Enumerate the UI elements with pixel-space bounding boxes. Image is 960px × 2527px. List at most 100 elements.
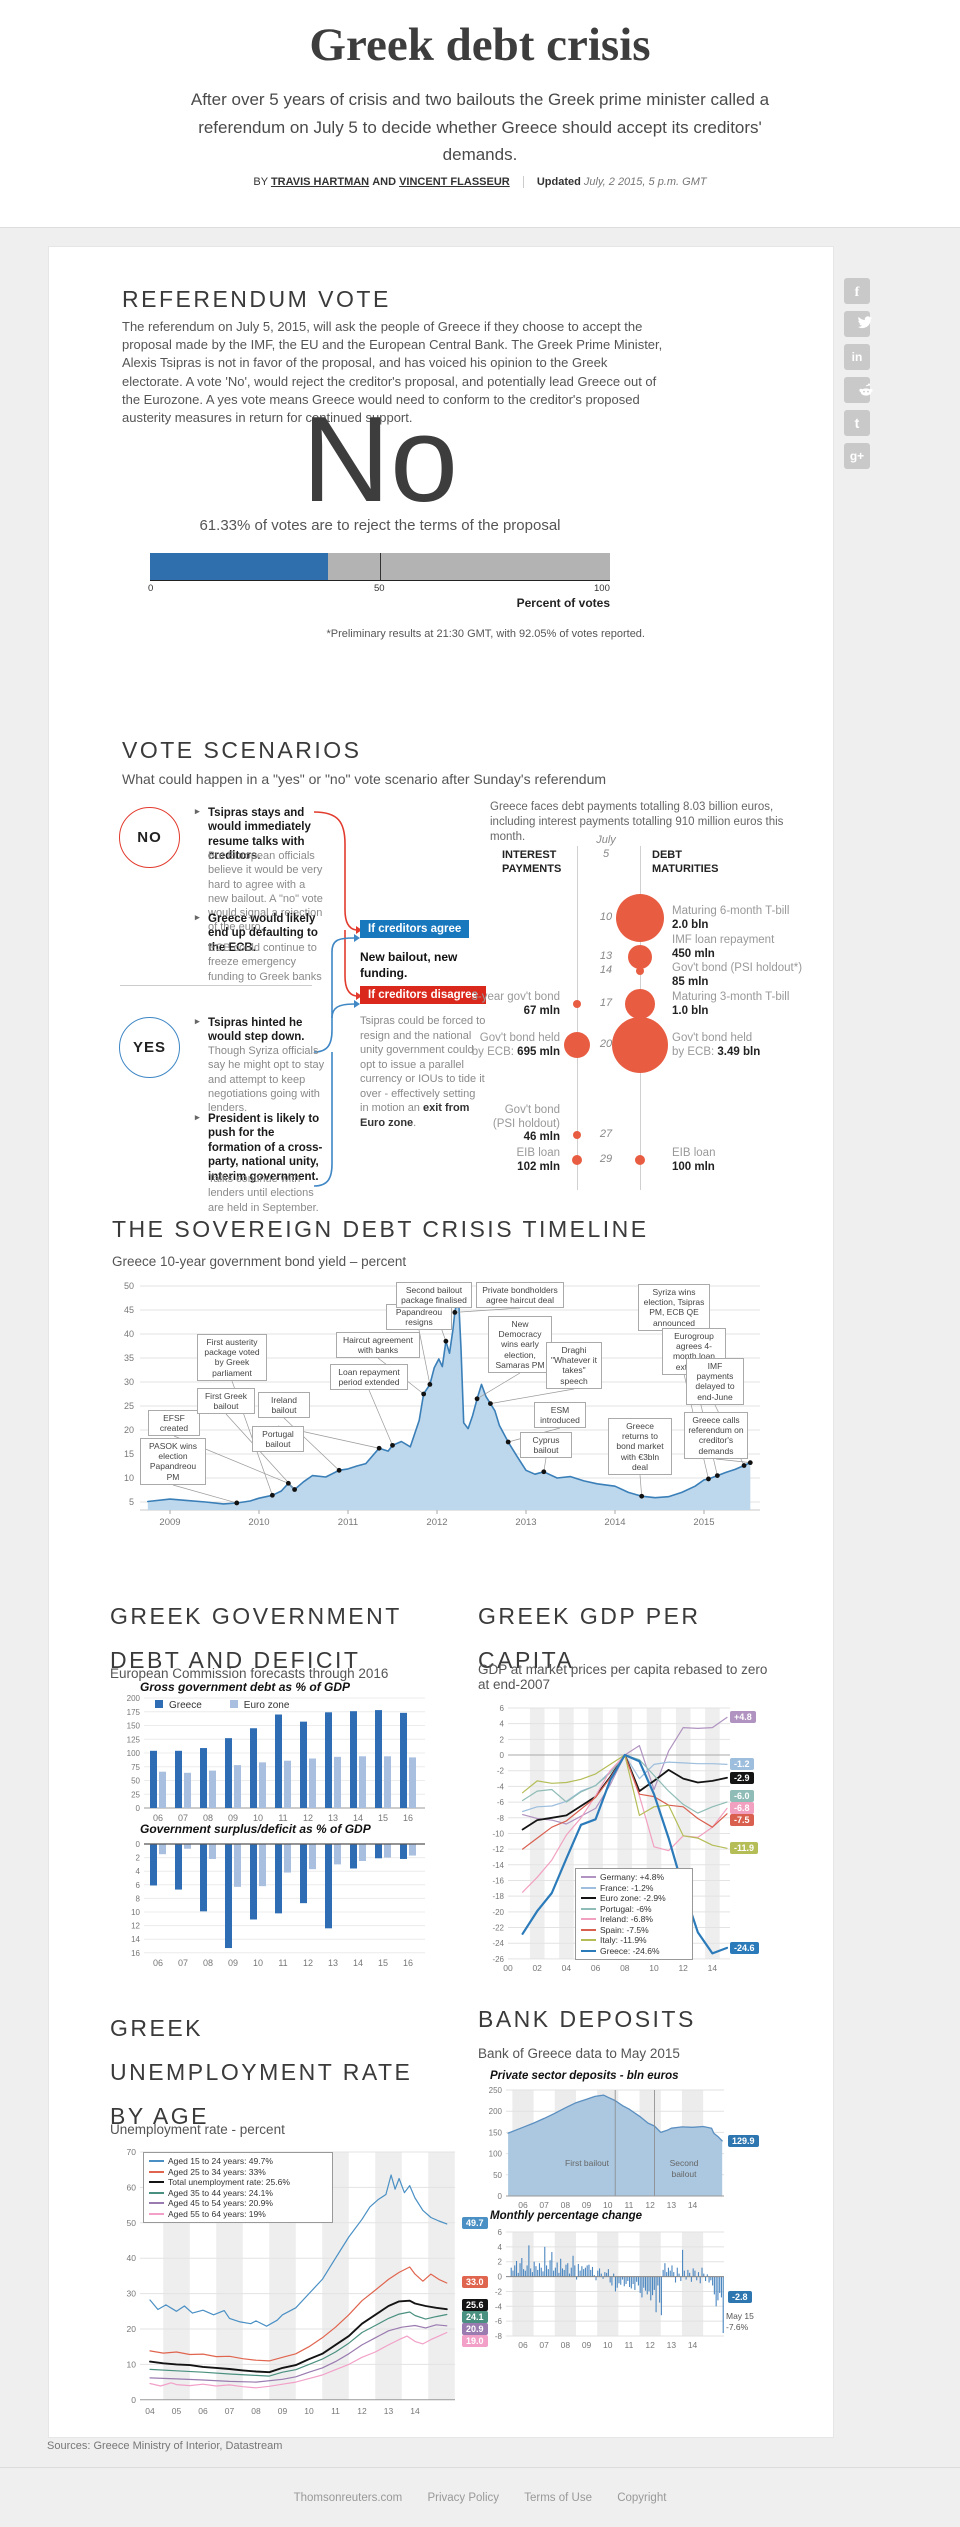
svg-text:12: 12 (303, 1958, 313, 1968)
surplus-deficit-title: Government surplus/deficit as % of GDP (140, 1822, 371, 1836)
series-end-tag: 25.6 (462, 2299, 488, 2311)
gdp-sub: GDP at market prices per capita rebased … (478, 1662, 768, 1692)
svg-text:16: 16 (403, 1958, 413, 1968)
deposits-heading: BANK DEPOSITS (478, 2006, 696, 2032)
page-subtitle: After over 5 years of crisis and two bai… (190, 90, 770, 165)
timeline-annotation: Cyprus bailout (520, 1432, 572, 1459)
monthly-change-title: Monthly percentage change (490, 2210, 643, 2222)
facebook-icon[interactable]: f (844, 278, 870, 304)
maturity-label-jul14: Gov't bond (PSI holdout*) 85 mln (672, 962, 803, 988)
svg-text:13: 13 (384, 2406, 394, 2416)
svg-text:125: 125 (127, 1735, 141, 1744)
author-link-1[interactable]: TRAVIS HARTMAN (270, 176, 370, 188)
footer-link-site[interactable]: Thomsonreuters.com (293, 2492, 403, 2504)
svg-text:12: 12 (645, 2340, 655, 2350)
author-link-2[interactable]: VINCENT FLASSEUR (399, 176, 510, 188)
deposits-end-tag: 129.9 (728, 2135, 759, 2147)
svg-text:30: 30 (127, 2289, 137, 2299)
svg-text:16: 16 (403, 1813, 413, 1823)
svg-text:15: 15 (378, 1958, 388, 1968)
svg-text:09: 09 (582, 2200, 592, 2210)
svg-text:250: 250 (489, 2086, 503, 2095)
bubble-maturity-jul29 (635, 1155, 645, 1165)
payments-first-day: 5 (602, 848, 610, 860)
svg-text:11: 11 (278, 1958, 287, 1968)
googleplus-icon[interactable]: g+ (844, 443, 870, 469)
footer-link-terms[interactable]: Terms of Use (524, 2492, 592, 2504)
bubble-interest-jul20 (564, 1032, 590, 1058)
timeline-annotation: EFSF created (148, 1410, 200, 1437)
timeline-annotation: Haircut agreement with banks (336, 1332, 420, 1359)
svg-text:07: 07 (539, 2340, 549, 2350)
svg-text:2012: 2012 (426, 1517, 447, 1528)
payment-date: 10 (599, 911, 613, 923)
timeline-annotation: ESM introduced (534, 1402, 586, 1429)
maturity-label-jul17: Maturing 3-month T-bill 1.0 bln (672, 991, 790, 1017)
series-end-tag: -24.6 (730, 1942, 759, 1954)
twitter-icon[interactable] (844, 311, 873, 337)
footer-link-privacy[interactable]: Privacy Policy (427, 2492, 500, 2504)
bubble-interest-jul27 (573, 1131, 581, 1139)
svg-text:14: 14 (131, 1935, 140, 1944)
timeline-heading: THE SOVEREIGN DEBT CRISIS TIMELINE (112, 1216, 649, 1242)
svg-text:2009: 2009 (159, 1517, 180, 1528)
tumblr-icon[interactable]: t (844, 410, 870, 436)
bubble-maturity-jul14 (636, 967, 644, 975)
svg-text:10: 10 (127, 2359, 137, 2369)
series-end-tag: -2.9 (730, 1772, 754, 1784)
interest-label-jul27: Gov't bond (PSI holdout) 46 mln (492, 1104, 560, 1144)
yes-item-1-text: Though Syriza officials say he might opt… (208, 1045, 325, 1115)
creditors-agree-box: If creditors agree (360, 920, 470, 938)
svg-text:07: 07 (178, 1958, 188, 1968)
svg-text:-8: -8 (495, 2332, 503, 2341)
footer-link-copyright[interactable]: Copyright (617, 2492, 667, 2504)
timeline-annotation: New Democracy wins early election, Samar… (488, 1316, 552, 1373)
surplus-deficit-chart: 0 2 4 6 8 10 12 14 16 06 07 08 09 10 11 12 13 14 15 16 (131, 1840, 425, 1968)
no-item-2-bold: Greece would likely end up defaulting to… (195, 912, 330, 955)
reddit-icon[interactable] (844, 377, 873, 403)
svg-text:04: 04 (562, 1963, 572, 1973)
svg-text:2: 2 (498, 2258, 503, 2267)
debt-deficit-sub: European Commission forecasts through 20… (110, 1666, 389, 1681)
timeline-annotation: IMF payments delayed to end-June (686, 1358, 744, 1405)
svg-text:15: 15 (378, 1813, 388, 1823)
payments-month: July (596, 834, 616, 846)
svg-text:45: 45 (124, 1305, 134, 1315)
gdp-legend: Germany: +4.8% France: -1.2% Euro zone: … (575, 1868, 693, 1960)
referendum-bar-midtick (380, 553, 381, 580)
svg-text:-22: -22 (492, 1924, 504, 1933)
svg-text:08: 08 (561, 2200, 571, 2210)
legend-swatch-greece (155, 1700, 163, 1708)
svg-text:13: 13 (328, 1958, 338, 1968)
svg-text:20: 20 (127, 2324, 137, 2334)
svg-text:05: 05 (172, 2406, 182, 2416)
creditors-agree-text: New bailout, new funding. (360, 950, 458, 980)
series-end-tag: -6.8 (730, 1802, 754, 1814)
deposits-sub: Bank of Greece data to May 2015 (478, 2046, 680, 2061)
series-end-tag: -6.0 (730, 1790, 754, 1802)
monthly-change-chart: 6 4 2 0 -2 -4 -6 -8 06 07 08 09 10 11 12 13 14 (495, 2228, 724, 2350)
svg-text:0: 0 (131, 2395, 136, 2405)
svg-text:50: 50 (131, 1777, 140, 1786)
yes-item-1-bold: Tsipras hinted he would step down. (195, 1016, 330, 1045)
updated-label: Updated (536, 176, 581, 188)
svg-text:100: 100 (127, 1749, 141, 1758)
svg-text:06: 06 (591, 1963, 601, 1973)
svg-text:13: 13 (667, 2200, 677, 2210)
svg-text:20: 20 (124, 1425, 134, 1435)
svg-text:-4: -4 (497, 1782, 505, 1791)
bubble-interest-jul17 (573, 1000, 581, 1008)
linkedin-icon[interactable]: in (844, 344, 870, 370)
timeline-annotation: Second bailout package finalised (396, 1282, 472, 1309)
gross-debt-title: Gross government debt as % of GDP (140, 1680, 351, 1694)
referendum-body: The referendum on July 5, 2015, will ask… (122, 319, 663, 425)
svg-text:14: 14 (708, 1963, 718, 1973)
timeline-annotation: Private bondholders agree haircut deal (476, 1282, 564, 1309)
disagree-text-bold: exit from Euro zone (360, 1102, 470, 1129)
svg-text:06: 06 (518, 2200, 528, 2210)
series-end-tag: -1.2 (730, 1758, 754, 1770)
second-bailout-label: Second bailout (669, 2158, 699, 2179)
svg-text:14: 14 (353, 1813, 363, 1823)
svg-text:08: 08 (561, 2340, 571, 2350)
svg-text:09: 09 (228, 1813, 238, 1823)
